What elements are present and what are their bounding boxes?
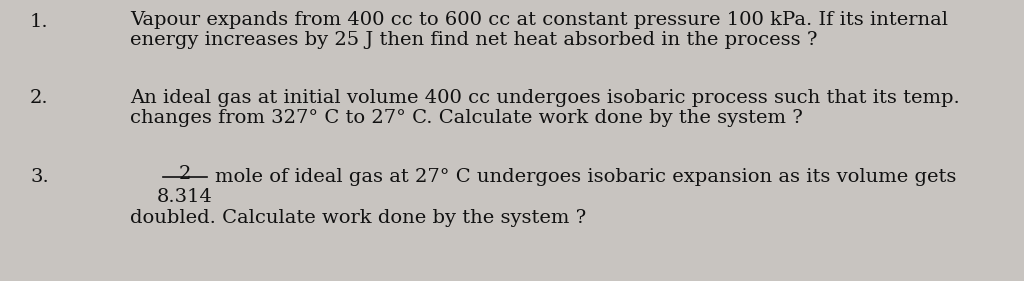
Text: energy increases by 25 J then find net heat absorbed in the process ?: energy increases by 25 J then find net h… xyxy=(130,31,817,49)
Text: An ideal gas at initial volume 400 cc undergoes isobaric process such that its t: An ideal gas at initial volume 400 cc un… xyxy=(130,89,959,107)
Text: doubled. Calculate work done by the system ?: doubled. Calculate work done by the syst… xyxy=(130,209,587,227)
Text: 2.: 2. xyxy=(30,89,48,107)
Text: 2: 2 xyxy=(179,165,191,183)
Text: mole of ideal gas at 27° C undergoes isobaric expansion as its volume gets: mole of ideal gas at 27° C undergoes iso… xyxy=(215,168,956,186)
Text: Vapour expands from 400 cc to 600 cc at constant pressure 100 kPa. If its intern: Vapour expands from 400 cc to 600 cc at … xyxy=(130,11,948,29)
Text: 8.314: 8.314 xyxy=(157,188,213,206)
Text: 1.: 1. xyxy=(30,13,48,31)
Text: changes from 327° C to 27° C. Calculate work done by the system ?: changes from 327° C to 27° C. Calculate … xyxy=(130,109,803,127)
Text: 3.: 3. xyxy=(30,168,49,186)
